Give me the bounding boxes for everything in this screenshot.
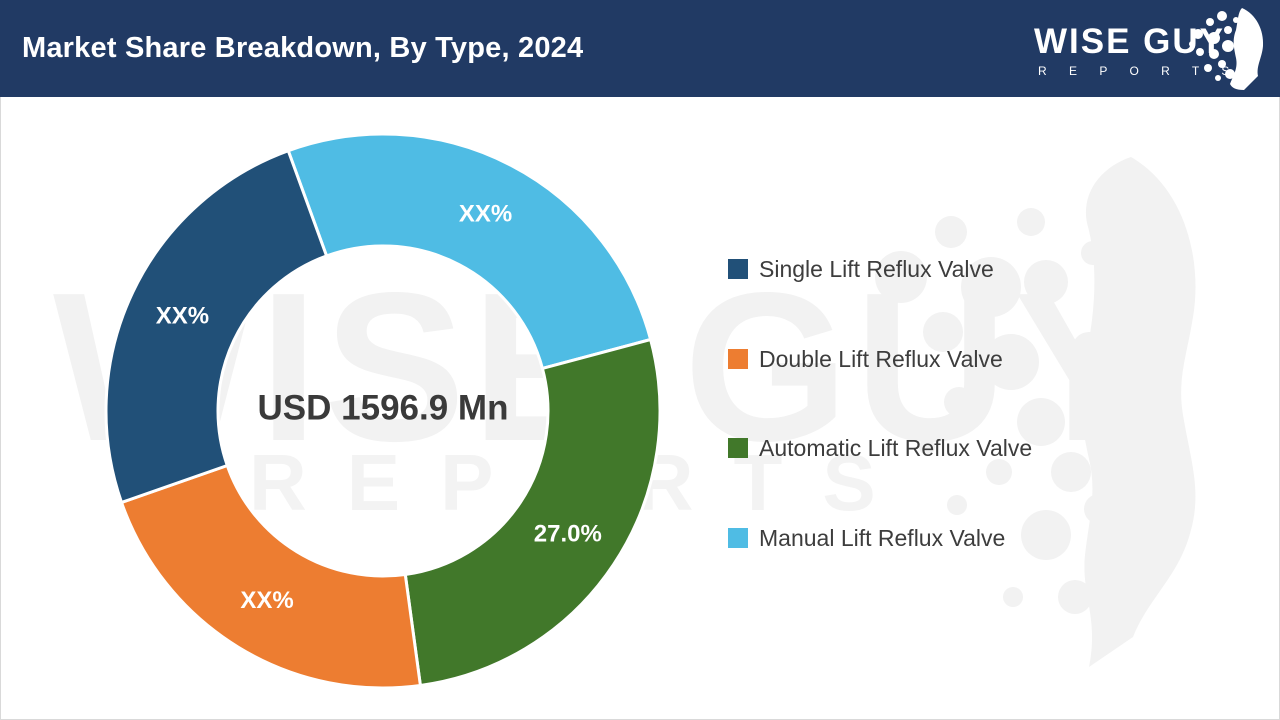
donut-center-value: USD 1596.9 Mn xyxy=(258,389,509,428)
wedge-percent-label: XX% xyxy=(240,587,293,614)
wedge-double-lift-reflux-valve xyxy=(120,463,422,690)
legend-swatch-single-lift xyxy=(728,259,748,279)
page-title: Market Share Breakdown, By Type, 2024 xyxy=(22,32,584,64)
legend-label: Single Lift Reflux Valve xyxy=(759,255,994,282)
wedge-single-lift-reflux-valve xyxy=(104,149,329,504)
legend-item-single-lift: Single Lift Reflux Valve xyxy=(728,255,994,283)
legend-swatch-manual-lift xyxy=(728,528,748,548)
wedge-manual-lift-reflux-valve xyxy=(286,132,653,370)
legend-label: Manual Lift Reflux Valve xyxy=(759,524,1006,551)
legend-item-double-lift: Double Lift Reflux Valve xyxy=(728,345,1003,373)
legend-label: Double Lift Reflux Valve xyxy=(759,345,1003,372)
wise-guy-reports-logo: WISE GUY R E P O R T S xyxy=(1016,6,1266,92)
wedge-percent-label: XX% xyxy=(459,201,512,228)
donut-chart: XX% 27.0% XX% XX% USD 1596.9 Mn xyxy=(104,132,662,690)
legend-swatch-automatic-lift xyxy=(728,438,748,458)
legend-swatch-double-lift xyxy=(728,349,748,369)
legend-item-manual-lift: Manual Lift Reflux Valve xyxy=(728,524,1005,552)
watermark-head-icon xyxy=(875,157,1196,667)
wedge-percent-label: XX% xyxy=(156,302,209,329)
logo-subtitle: R E P O R T S xyxy=(1038,64,1239,78)
wedge-automatic-lift-reflux-valve xyxy=(403,337,662,687)
header-bar: Market Share Breakdown, By Type, 2024 WI… xyxy=(0,0,1280,97)
legend-item-automatic-lift: Automatic Lift Reflux Valve xyxy=(728,434,1032,462)
wedge-percent-label: 27.0% xyxy=(534,520,602,547)
logo-head-icon xyxy=(1189,8,1264,90)
legend-label: Automatic Lift Reflux Valve xyxy=(759,434,1033,461)
